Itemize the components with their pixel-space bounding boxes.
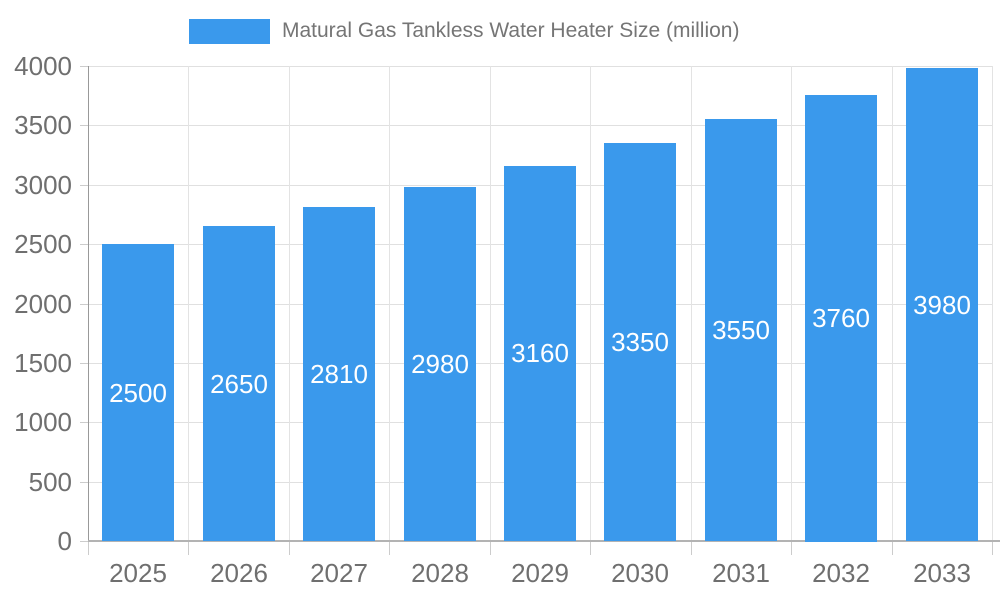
y-axis-tick xyxy=(80,125,88,126)
bar-value-label: 3760 xyxy=(812,303,870,333)
bar-2026[interactable] xyxy=(203,226,275,541)
legend-label: Matural Gas Tankless Water Heater Size (… xyxy=(282,19,740,42)
gridline-horizontal xyxy=(88,66,992,67)
y-axis-tick xyxy=(80,363,88,364)
bar-value-label: 3550 xyxy=(712,315,770,345)
bar-2027[interactable] xyxy=(303,207,375,541)
bar-2031[interactable] xyxy=(705,119,777,541)
gridline-vertical xyxy=(590,66,591,541)
y-axis-tick-label: 2000 xyxy=(14,289,72,319)
bar-value-label: 3350 xyxy=(611,327,669,357)
y-axis-tick xyxy=(80,66,88,67)
x-axis-tick xyxy=(88,542,89,555)
y-axis-tick xyxy=(80,482,88,483)
x-axis-line xyxy=(88,540,1000,542)
bar-2030[interactable] xyxy=(604,143,676,541)
bar-value-label: 3980 xyxy=(913,290,971,320)
gridline-vertical xyxy=(691,66,692,541)
bar-2033[interactable] xyxy=(906,68,978,541)
y-axis-tick xyxy=(80,304,88,305)
x-axis-tick xyxy=(188,542,189,555)
bar-value-label: 2980 xyxy=(411,349,469,379)
x-axis-tick-label: 2028 xyxy=(411,558,469,588)
y-axis-tick-label: 0 xyxy=(57,526,72,556)
bar-2029[interactable] xyxy=(504,166,576,541)
x-axis-tick-label: 2025 xyxy=(109,558,167,588)
x-axis-tick xyxy=(791,542,792,555)
y-axis-tick-label: 3500 xyxy=(14,110,72,140)
gridline-vertical xyxy=(791,66,792,541)
gridline-horizontal xyxy=(88,125,992,126)
x-axis-tick-label: 2031 xyxy=(712,558,770,588)
x-axis-tick xyxy=(289,542,290,555)
gridline-vertical xyxy=(490,66,491,541)
y-axis-tick xyxy=(80,185,88,186)
x-axis-tick-label: 2030 xyxy=(611,558,669,588)
gridline-vertical xyxy=(389,66,390,541)
y-axis-line xyxy=(88,66,89,541)
gridline-vertical xyxy=(892,66,893,541)
y-axis-tick-label: 3000 xyxy=(14,170,72,200)
legend-swatch xyxy=(189,18,270,44)
bar-2032[interactable] xyxy=(805,95,877,542)
x-axis-tick-label: 2033 xyxy=(913,558,971,588)
x-axis-tick xyxy=(992,542,993,555)
y-axis-tick xyxy=(80,422,88,423)
x-axis-tick-label: 2032 xyxy=(812,558,870,588)
x-axis-tick xyxy=(490,542,491,555)
x-axis-tick xyxy=(691,542,692,555)
x-axis-tick xyxy=(590,542,591,555)
y-axis-tick-label: 1500 xyxy=(14,348,72,378)
bar-value-label: 2650 xyxy=(210,369,268,399)
x-axis-tick-label: 2029 xyxy=(511,558,569,588)
y-axis-tick-label: 500 xyxy=(28,467,72,497)
gridline-vertical xyxy=(188,66,189,541)
bar-2028[interactable] xyxy=(404,187,476,541)
bar-2025[interactable] xyxy=(102,244,174,541)
y-axis-tick xyxy=(80,244,88,245)
y-axis-tick-label: 2500 xyxy=(14,229,72,259)
y-axis-tick-label: 4000 xyxy=(14,51,72,81)
x-axis-tick xyxy=(892,542,893,555)
y-axis-tick xyxy=(80,541,88,542)
bar-value-label: 2500 xyxy=(109,378,167,408)
bar-value-label: 2810 xyxy=(310,359,368,389)
legend-item[interactable]: Matural Gas Tankless Water Heater Size (… xyxy=(189,17,739,45)
x-axis-tick-label: 2027 xyxy=(310,558,368,588)
gridline-vertical xyxy=(992,66,993,541)
gridline-vertical xyxy=(289,66,290,541)
x-axis-tick xyxy=(389,542,390,555)
x-axis-tick-label: 2026 xyxy=(210,558,268,588)
bar-value-label: 3160 xyxy=(511,338,569,368)
y-axis-tick-label: 1000 xyxy=(14,407,72,437)
